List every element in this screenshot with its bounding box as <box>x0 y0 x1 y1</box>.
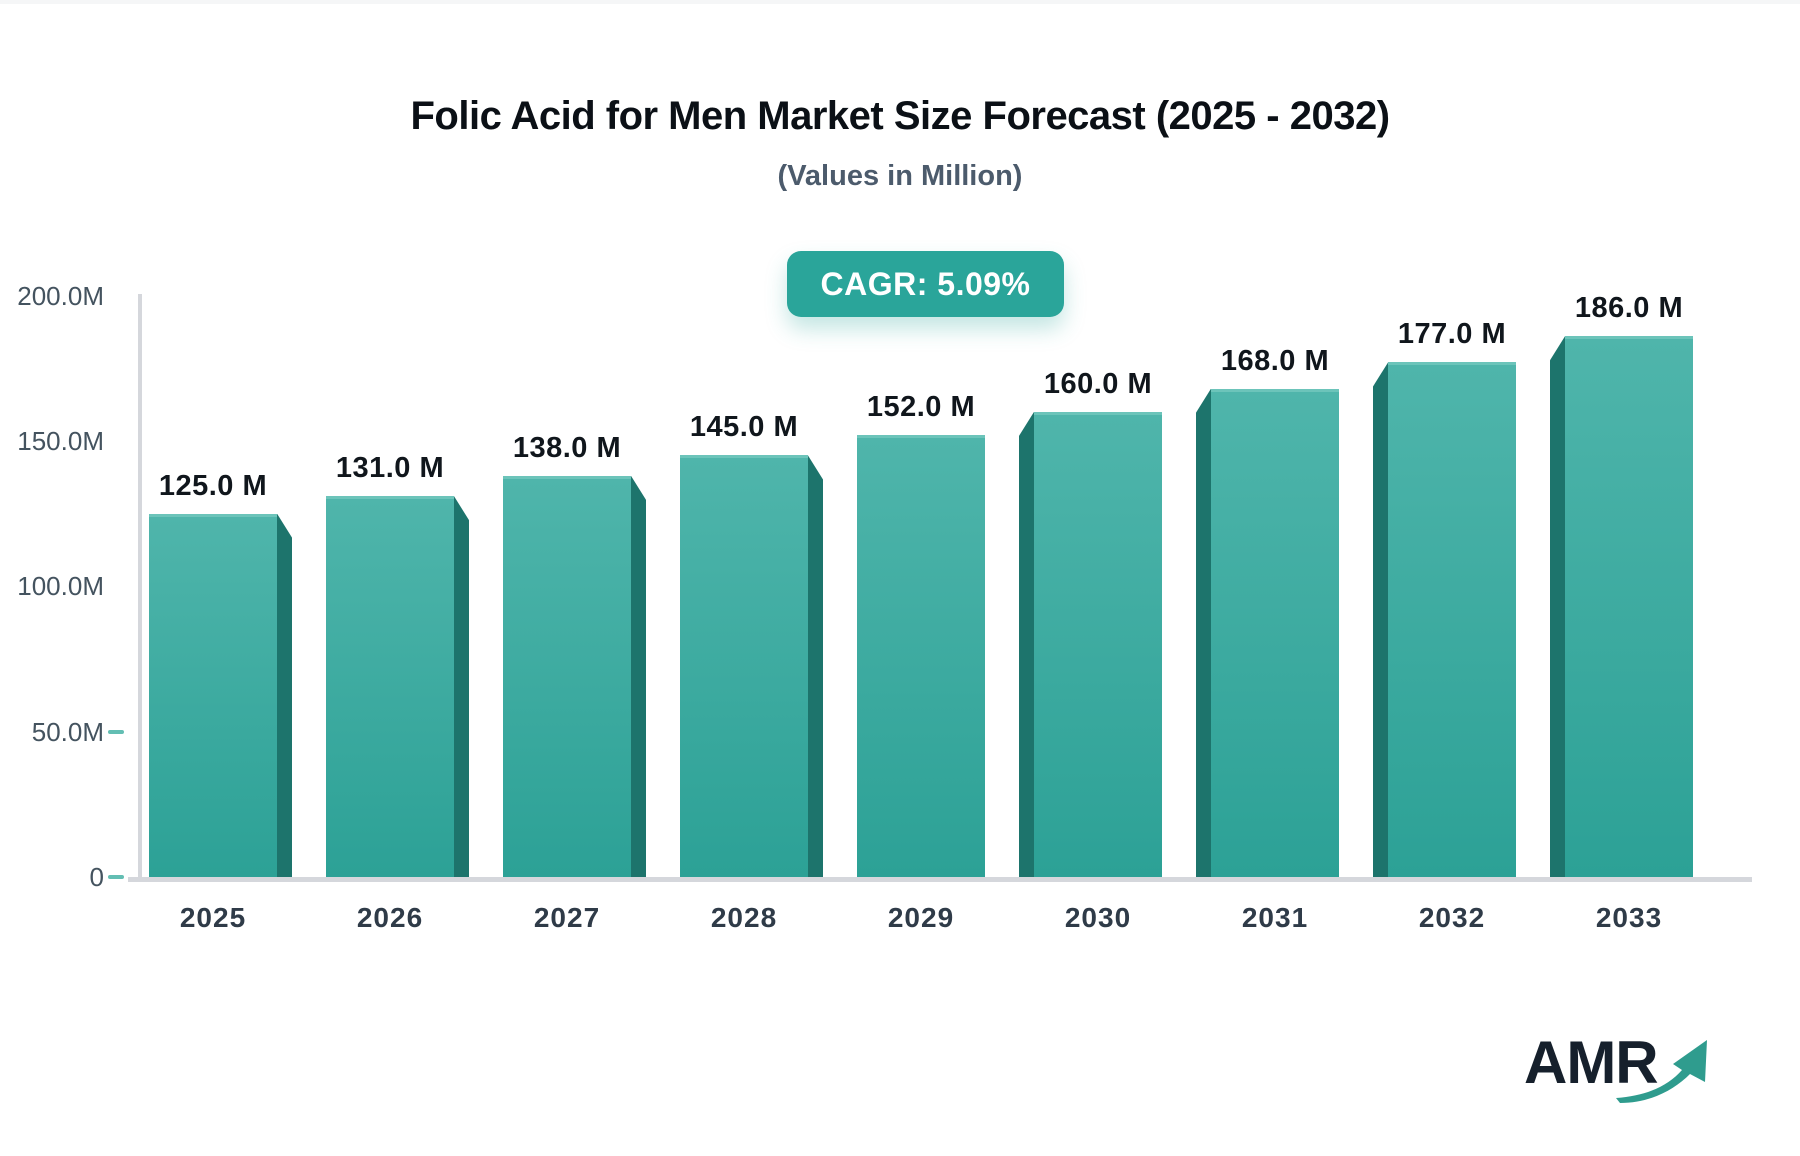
growth-arrow-icon <box>1616 1040 1707 1103</box>
bar-2030 <box>1034 411 1162 877</box>
x-axis-label-2025: 2025 <box>179 902 247 933</box>
bar-side-face <box>277 513 292 877</box>
amr-logo: AMR <box>1524 1030 1724 1116</box>
top-edge-divider <box>0 0 1800 4</box>
bar-2028 <box>680 455 808 877</box>
bar-side-face <box>1019 411 1034 877</box>
bar-2031 <box>1211 388 1339 877</box>
chart-title: Folic Acid for Men Market Size Forecast … <box>410 94 1390 138</box>
bar-value-label: 138.0 M <box>512 431 622 464</box>
y-axis-tick-label: 0 <box>89 862 104 892</box>
bar-value-label: 168.0 M <box>1220 344 1330 377</box>
bar-side-face <box>808 455 823 877</box>
bar-side-face <box>1550 336 1565 877</box>
x-axis-label-2026: 2026 <box>356 902 424 933</box>
bar-side-face <box>1373 362 1388 877</box>
bar-value-label: 125.0 M <box>158 469 268 502</box>
y-axis-tick-label: 50.0M <box>31 716 104 747</box>
x-axis-label-2027: 2027 <box>533 902 601 933</box>
x-axis-label-2028: 2028 <box>710 902 778 933</box>
x-axis-label-2029: 2029 <box>887 902 955 933</box>
cagr-badge: CAGR: 5.09% <box>787 251 1064 317</box>
amr-logo-text: AMR <box>1524 1029 1659 1096</box>
y-axis-tick-mark <box>108 729 124 734</box>
y-axis-tick-label: 200.0M <box>17 280 104 311</box>
bar-2029 <box>857 435 985 877</box>
bar-2025 <box>149 513 277 877</box>
x-axis-label-2032: 2032 <box>1418 902 1486 933</box>
bar-side-face <box>631 475 646 877</box>
bar-2032 <box>1388 362 1516 877</box>
bar-2027 <box>503 475 631 877</box>
x-axis-label-2030: 2030 <box>1064 902 1132 933</box>
y-axis-tick-mark <box>108 875 124 879</box>
y-axis-line <box>138 294 142 882</box>
bar-side-face <box>1196 388 1211 877</box>
x-axis-label-2033: 2033 <box>1595 902 1663 933</box>
x-axis-line <box>128 877 1752 882</box>
bar-value-label: 131.0 M <box>335 452 445 485</box>
bar-side-face <box>454 496 469 877</box>
bar-value-label: 145.0 M <box>689 411 799 444</box>
chart-subtitle: (Values in Million) <box>777 160 1023 192</box>
y-axis-tick-label: 150.0M <box>17 425 104 456</box>
y-axis-tick-label: 100.0M <box>17 571 104 602</box>
x-axis-label-2031: 2031 <box>1241 902 1309 933</box>
bar-value-label: 152.0 M <box>866 391 976 424</box>
bar-value-label: 177.0 M <box>1397 318 1507 351</box>
bar-value-label: 160.0 M <box>1043 367 1153 400</box>
bar-value-label: 186.0 M <box>1574 292 1684 325</box>
bar-2033 <box>1565 336 1693 877</box>
bar-2026 <box>326 496 454 877</box>
